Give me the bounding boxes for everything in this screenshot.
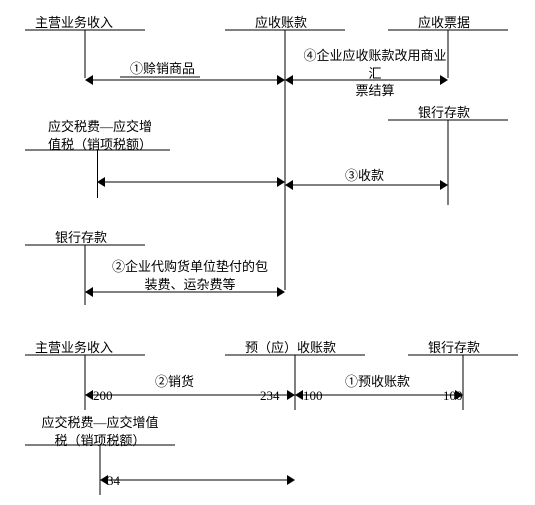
edge-6: ①预收账款 — [345, 373, 410, 391]
acct-main-rev: 主营业务收入 — [35, 14, 113, 32]
edge-1: ①赊销商品 — [130, 60, 195, 78]
acct-main-rev2: 主营业务收入 — [35, 339, 113, 357]
acct-ar: 应收账款 — [255, 14, 307, 32]
acct-tax2: 应交税费—应交增值 税（销项税额） — [25, 414, 175, 449]
val-200: 200 — [93, 387, 113, 405]
acct-bank-l: 银行存款 — [55, 229, 107, 247]
val-234: 234 — [260, 387, 280, 405]
edge-4: ④企业应收账款改用商业汇 票结算 — [300, 47, 450, 100]
val-100b: 100 — [443, 387, 463, 405]
edge-2: ②企业代购货单位垫付的包 装费、运杂费等 — [100, 258, 280, 293]
val-100a: 100 — [303, 387, 323, 405]
edge-5: ②销货 — [155, 373, 194, 391]
val-34: 34 — [107, 472, 120, 490]
acct-bank2: 银行存款 — [428, 339, 480, 357]
acct-notes-rec: 应收票据 — [418, 14, 470, 32]
acct-tax: 应交税费—应交增 值税（销项税额） — [30, 118, 170, 153]
acct-bank-r: 银行存款 — [418, 104, 470, 122]
acct-adv-rec: 预（应）收账款 — [245, 339, 336, 357]
edge-3: ③收款 — [345, 167, 384, 185]
